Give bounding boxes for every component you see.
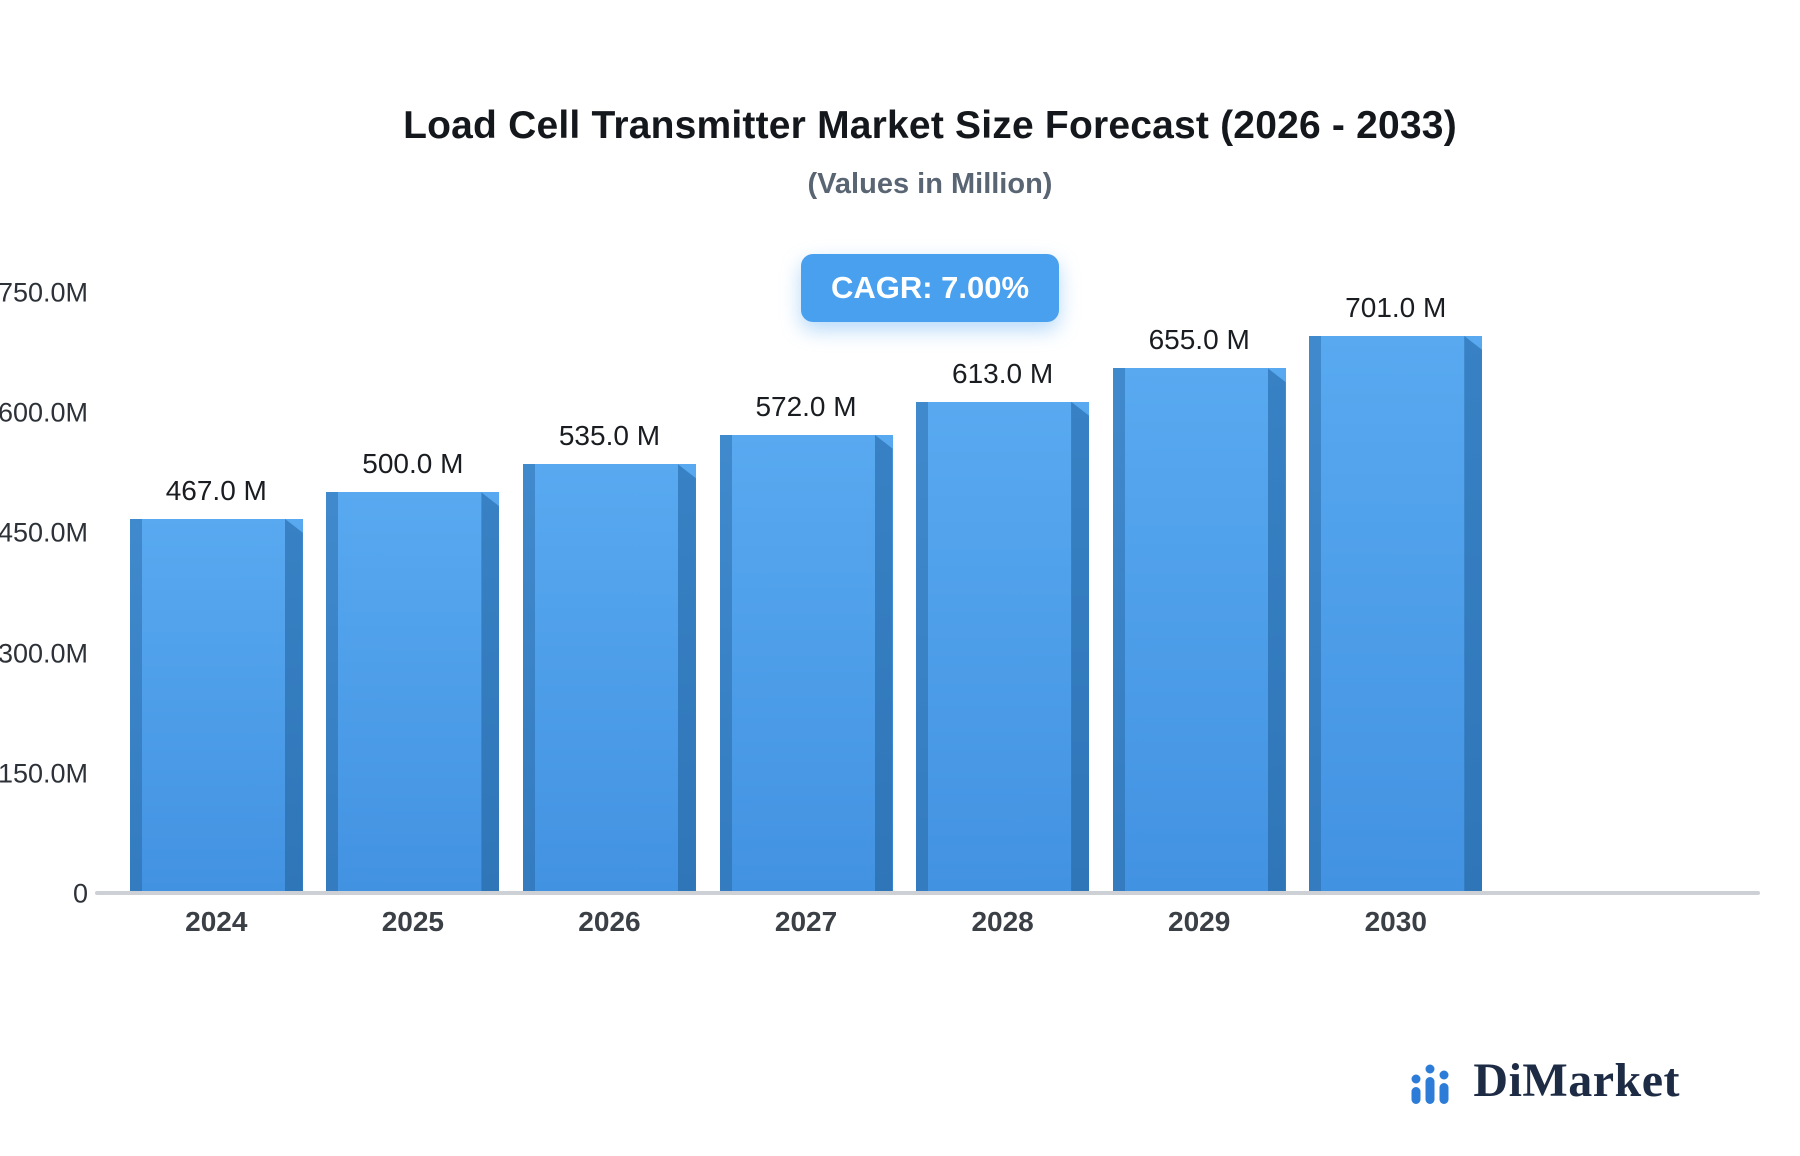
x-label-2028: 2028 xyxy=(971,906,1034,937)
dimarket-logo: DiMarket xyxy=(1409,1053,1680,1108)
bar-value-label-2028: 613.0 M xyxy=(952,357,1054,389)
bar-2024 xyxy=(129,518,303,894)
x-label-2025: 2025 xyxy=(381,906,445,937)
bar-column-2024: 467.0 M xyxy=(118,292,315,894)
bar-column-2025: 500.0 M xyxy=(315,292,512,893)
chart-subtitle: (Values in Million) xyxy=(807,168,1053,200)
plot-area: 467.0 M 500.0 M 535.0 M 572.0 M 613.0 M 655.0… xyxy=(118,292,1494,894)
y-tick-600: 600.0M xyxy=(0,397,88,428)
bar-2029 xyxy=(1112,368,1286,893)
dimarket-logo-text: DiMarket xyxy=(1473,1054,1680,1107)
bar-2030 xyxy=(1309,336,1483,893)
bar-2027 xyxy=(719,434,893,894)
y-axis: 0 150.0M 300.0M 450.0M 600.0M 750.0M xyxy=(0,278,88,909)
x-label-2026: 2026 xyxy=(578,906,641,937)
x-label-2027: 2027 xyxy=(774,906,838,937)
cagr-badge: CAGR: 7.00% xyxy=(800,254,1060,322)
y-tick-750: 750.0M xyxy=(0,277,88,308)
bar-column-2027: 572.0 M xyxy=(708,292,905,894)
bar-column-2026: 535.0 M xyxy=(511,292,708,893)
bar-column-2028: 613.0 M xyxy=(904,292,1101,894)
dimarket-logo-icon xyxy=(1411,1064,1449,1104)
bar-value-label-2026: 535.0 M xyxy=(558,420,661,452)
y-tick-0: 0 xyxy=(72,878,88,909)
x-axis-line xyxy=(95,891,1760,895)
bar-value-label-2024: 467.0 M xyxy=(165,474,267,506)
x-axis-labels: 2024 2025 2026 2027 2028 2029 2030 xyxy=(118,906,1494,938)
x-label-2024: 2024 xyxy=(185,906,248,937)
chart-title: Load Cell Transmitter Market Size Foreca… xyxy=(403,104,1457,147)
bar-2028 xyxy=(916,401,1090,894)
bar-column-2029: 655.0 M xyxy=(1101,292,1298,893)
cagr-badge-wrap: CAGR: 7.00% xyxy=(100,254,1760,322)
bar-value-label-2027: 572.0 M xyxy=(755,390,857,422)
bar-value-label-2029: 655.0 M xyxy=(1148,324,1250,356)
x-label-2030: 2030 xyxy=(1364,906,1427,937)
bar-column-2030: 701.0 M xyxy=(1297,292,1494,893)
y-tick-300: 300.0M xyxy=(0,638,88,669)
x-label-2029: 2029 xyxy=(1168,906,1231,937)
bar-2026 xyxy=(522,464,696,893)
bar-value-label-2030: 701.0 M xyxy=(1345,292,1447,323)
bar-value-label-2025: 500.0 M xyxy=(362,448,464,480)
bar-2025 xyxy=(326,492,500,893)
y-tick-450: 450.0M xyxy=(0,517,88,548)
y-tick-150: 150.0M xyxy=(0,758,88,789)
